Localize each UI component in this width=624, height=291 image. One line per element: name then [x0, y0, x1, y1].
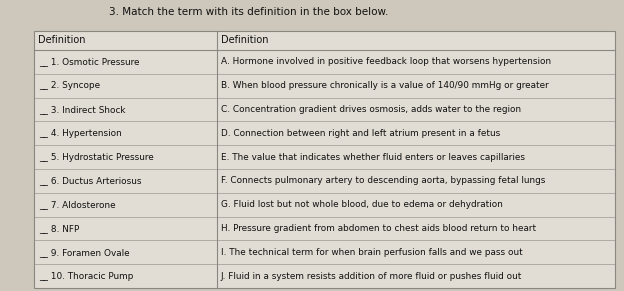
- Text: __ 6. Ductus Arteriosus: __ 6. Ductus Arteriosus: [39, 176, 142, 185]
- Text: I. The technical term for when brain perfusion falls and we pass out: I. The technical term for when brain per…: [221, 248, 523, 257]
- Bar: [34, 31, 615, 288]
- Text: C. Concentration gradient drives osmosis, adds water to the region: C. Concentration gradient drives osmosis…: [221, 105, 521, 114]
- Text: __ 2. Syncope: __ 2. Syncope: [39, 81, 100, 90]
- Text: __ 3. Indirect Shock: __ 3. Indirect Shock: [39, 105, 126, 114]
- Text: __ 9. Foramen Ovale: __ 9. Foramen Ovale: [39, 248, 130, 257]
- Text: F. Connects pulmonary artery to descending aorta, bypassing fetal lungs: F. Connects pulmonary artery to descendi…: [221, 176, 545, 185]
- Text: D. Connection between right and left atrium present in a fetus: D. Connection between right and left atr…: [221, 129, 500, 138]
- Text: __ 10. Thoracic Pump: __ 10. Thoracic Pump: [39, 272, 134, 281]
- Text: J. Fluid in a system resists addition of more fluid or pushes fluid out: J. Fluid in a system resists addition of…: [221, 272, 522, 281]
- Text: A. Hormone involved in positive feedback loop that worsens hypertension: A. Hormone involved in positive feedback…: [221, 57, 551, 66]
- Text: B. When blood pressure chronically is a value of 140/90 mmHg or greater: B. When blood pressure chronically is a …: [221, 81, 548, 90]
- Text: __ 1. Osmotic Pressure: __ 1. Osmotic Pressure: [39, 57, 140, 66]
- Text: __ 7. Aldosterone: __ 7. Aldosterone: [39, 200, 116, 209]
- Text: G. Fluid lost but not whole blood, due to edema or dehydration: G. Fluid lost but not whole blood, due t…: [221, 200, 503, 209]
- Text: H. Pressure gradient from abdomen to chest aids blood return to heart: H. Pressure gradient from abdomen to che…: [221, 224, 536, 233]
- Text: 3. Match the term with its definition in the box below.: 3. Match the term with its definition in…: [109, 7, 389, 17]
- Text: __ 5. Hydrostatic Pressure: __ 5. Hydrostatic Pressure: [39, 152, 154, 162]
- Text: Definition: Definition: [221, 35, 268, 45]
- Text: E. The value that indicates whether fluid enters or leaves capillaries: E. The value that indicates whether flui…: [221, 152, 525, 162]
- Text: __ 8. NFP: __ 8. NFP: [39, 224, 80, 233]
- Text: Definition: Definition: [38, 35, 85, 45]
- Text: __ 4. Hypertension: __ 4. Hypertension: [39, 129, 122, 138]
